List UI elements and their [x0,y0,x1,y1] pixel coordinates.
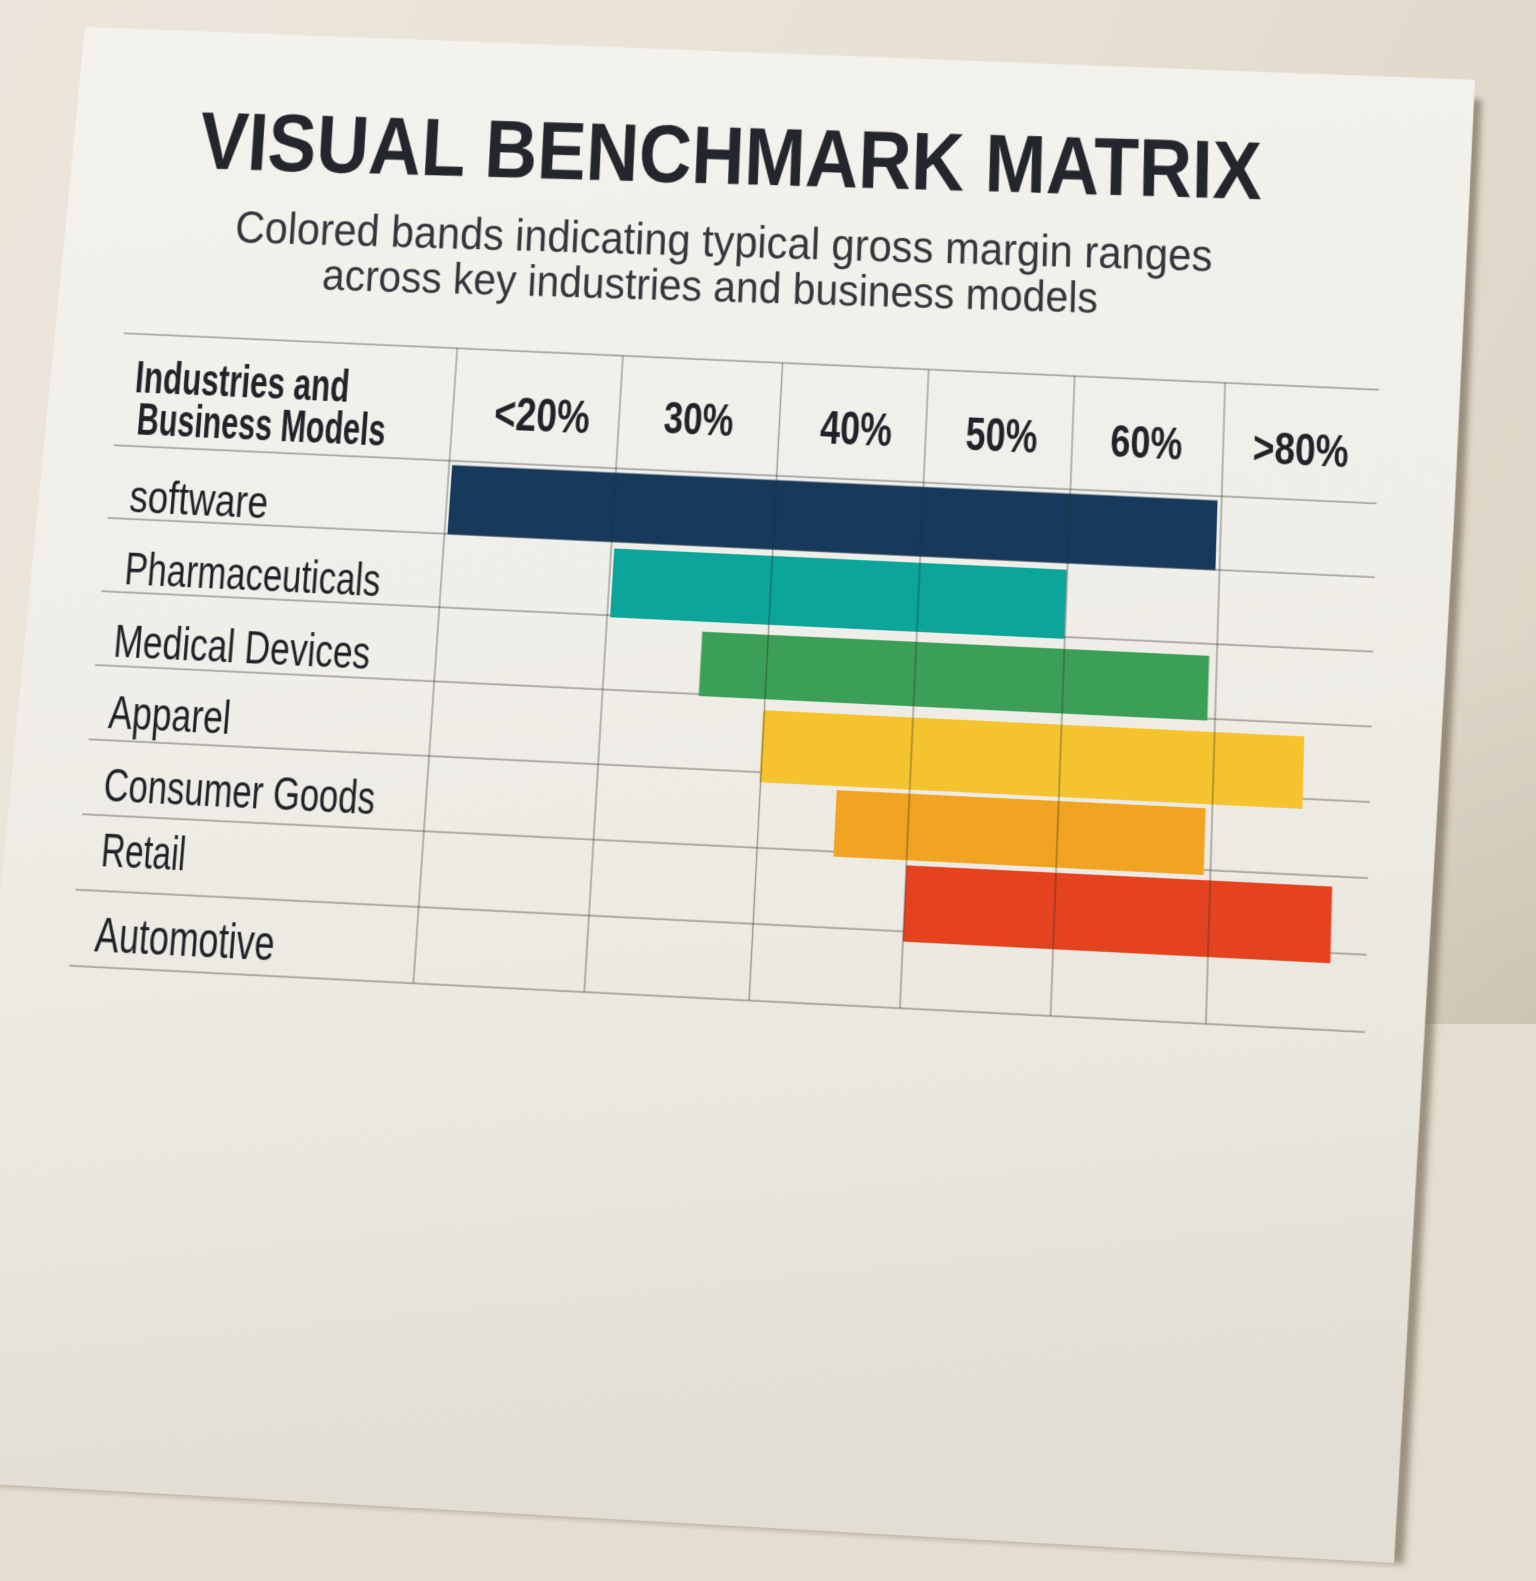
svg-text:<20%: <20% [493,386,592,444]
svg-text:software: software [128,471,271,529]
svg-text:Retail: Retail [99,825,188,881]
svg-text:Business Models: Business Models [135,394,388,456]
svg-text:30%: 30% [662,393,734,447]
svg-text:60%: 60% [1110,415,1184,470]
svg-text:Medical Devices: Medical Devices [112,616,373,680]
svg-text:Automotive: Automotive [93,906,277,971]
svg-text:>80%: >80% [1252,424,1349,478]
svg-text:Industries and: Industries and [133,352,351,412]
svg-text:Pharmaceuticals: Pharmaceuticals [123,544,383,607]
svg-text:40%: 40% [819,401,893,457]
svg-text:50%: 50% [965,407,1039,463]
svg-text:Apparel: Apparel [107,687,233,745]
